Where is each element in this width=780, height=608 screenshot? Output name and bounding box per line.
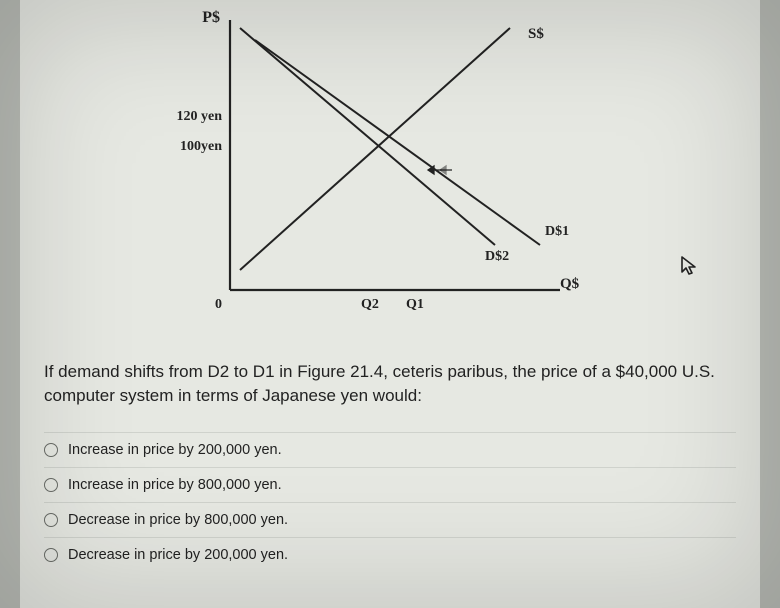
option-2[interactable]: Increase in price by 800,000 yen.: [44, 467, 736, 502]
demand1-label: D$1: [545, 224, 569, 239]
option-3[interactable]: Decrease in price by 800,000 yen.: [44, 502, 736, 537]
radio-icon[interactable]: [44, 478, 58, 492]
demand2-curve: [240, 28, 495, 245]
y-axis-label: P$: [202, 10, 220, 26]
ytick-120: 120 yen: [177, 109, 223, 124]
supply-demand-chart: P$ 120 yen 100yen 0 S$ D$1 D$2: [140, 10, 640, 330]
origin-label: 0: [215, 297, 222, 312]
supply-label: S$: [528, 26, 544, 42]
x-axis-label: Q$: [560, 276, 580, 292]
ytick-100: 100yen: [180, 139, 222, 154]
option-label: Increase in price by 200,000 yen.: [68, 442, 282, 458]
cursor-icon: [680, 255, 698, 277]
option-label: Increase in price by 800,000 yen.: [68, 477, 282, 493]
supply-curve: [240, 28, 510, 270]
radio-icon[interactable]: [44, 513, 58, 527]
xtick-q2: Q2: [361, 297, 379, 312]
quiz-page: P$ 120 yen 100yen 0 S$ D$1 D$2: [20, 0, 760, 608]
option-label: Decrease in price by 200,000 yen.: [68, 547, 288, 563]
radio-icon[interactable]: [44, 443, 58, 457]
question-text: If demand shifts from D2 to D1 in Figure…: [44, 360, 736, 408]
option-label: Decrease in price by 800,000 yen.: [68, 512, 288, 528]
option-1[interactable]: Increase in price by 200,000 yen.: [44, 432, 736, 467]
demand1-curve: [255, 40, 540, 245]
radio-icon[interactable]: [44, 548, 58, 562]
xtick-q1: Q1: [406, 297, 424, 312]
option-4[interactable]: Decrease in price by 200,000 yen.: [44, 537, 736, 572]
answer-options: Increase in price by 200,000 yen. Increa…: [44, 432, 736, 572]
demand2-label: D$2: [485, 249, 509, 264]
